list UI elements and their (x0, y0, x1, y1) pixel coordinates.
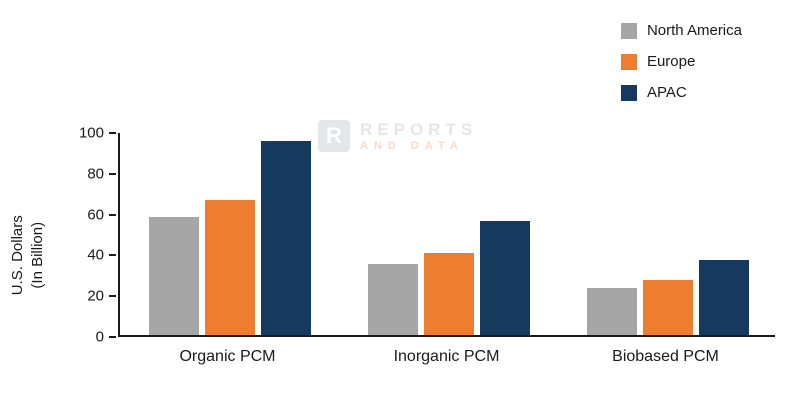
bar-group-inorganic-pcm (367, 221, 530, 335)
legend-label: APAC (646, 84, 687, 101)
bar-group-organic-pcm (148, 141, 311, 335)
bar-north-america (367, 264, 418, 335)
legend-swatch-europe (620, 53, 637, 70)
legend-item-europe: Europe (620, 53, 742, 70)
y-axis-title: U.S. Dollars (In Billion) (8, 165, 49, 345)
y-tick-mark (109, 254, 116, 257)
legend-label: Europe (646, 53, 696, 70)
x-category-label: Organic PCM (179, 348, 276, 365)
y-axis-title-line2: (In Billion) (29, 221, 46, 289)
plot-area (118, 133, 775, 337)
y-tick-mark (109, 336, 116, 338)
y-tick-mark (109, 172, 116, 175)
y-tick-label: 20 (87, 287, 104, 305)
x-category-label: Biobased PCM (612, 348, 719, 365)
y-tick-mark (109, 213, 116, 216)
y-tick-label: 0 (95, 328, 104, 346)
y-tick-label: 60 (87, 206, 104, 224)
y-axis-title-line1: U.S. Dollars (8, 215, 26, 296)
bar-europe (642, 280, 693, 335)
legend-swatch-apac (620, 84, 637, 101)
bar-group-biobased-pcm (586, 260, 749, 335)
y-tick-label: 40 (87, 246, 104, 264)
y-tick-mark (109, 132, 116, 134)
bar-north-america (148, 217, 199, 335)
bar-europe (423, 253, 474, 335)
y-tick-label: 100 (78, 124, 104, 142)
legend-label: North America (646, 22, 742, 39)
bar-apac (698, 260, 749, 335)
legend: North America Europe APAC (620, 22, 742, 101)
bar-north-america (586, 288, 637, 335)
bar-europe (204, 200, 255, 335)
bar-apac (479, 221, 530, 335)
x-category-label: Inorganic PCM (393, 348, 500, 365)
legend-item-north-america: North America (620, 22, 742, 39)
legend-item-apac: APAC (620, 84, 742, 101)
y-tick-label: 80 (87, 165, 104, 183)
y-tick-mark (109, 295, 116, 298)
bar-apac (260, 141, 311, 335)
legend-swatch-north-america (620, 22, 637, 39)
